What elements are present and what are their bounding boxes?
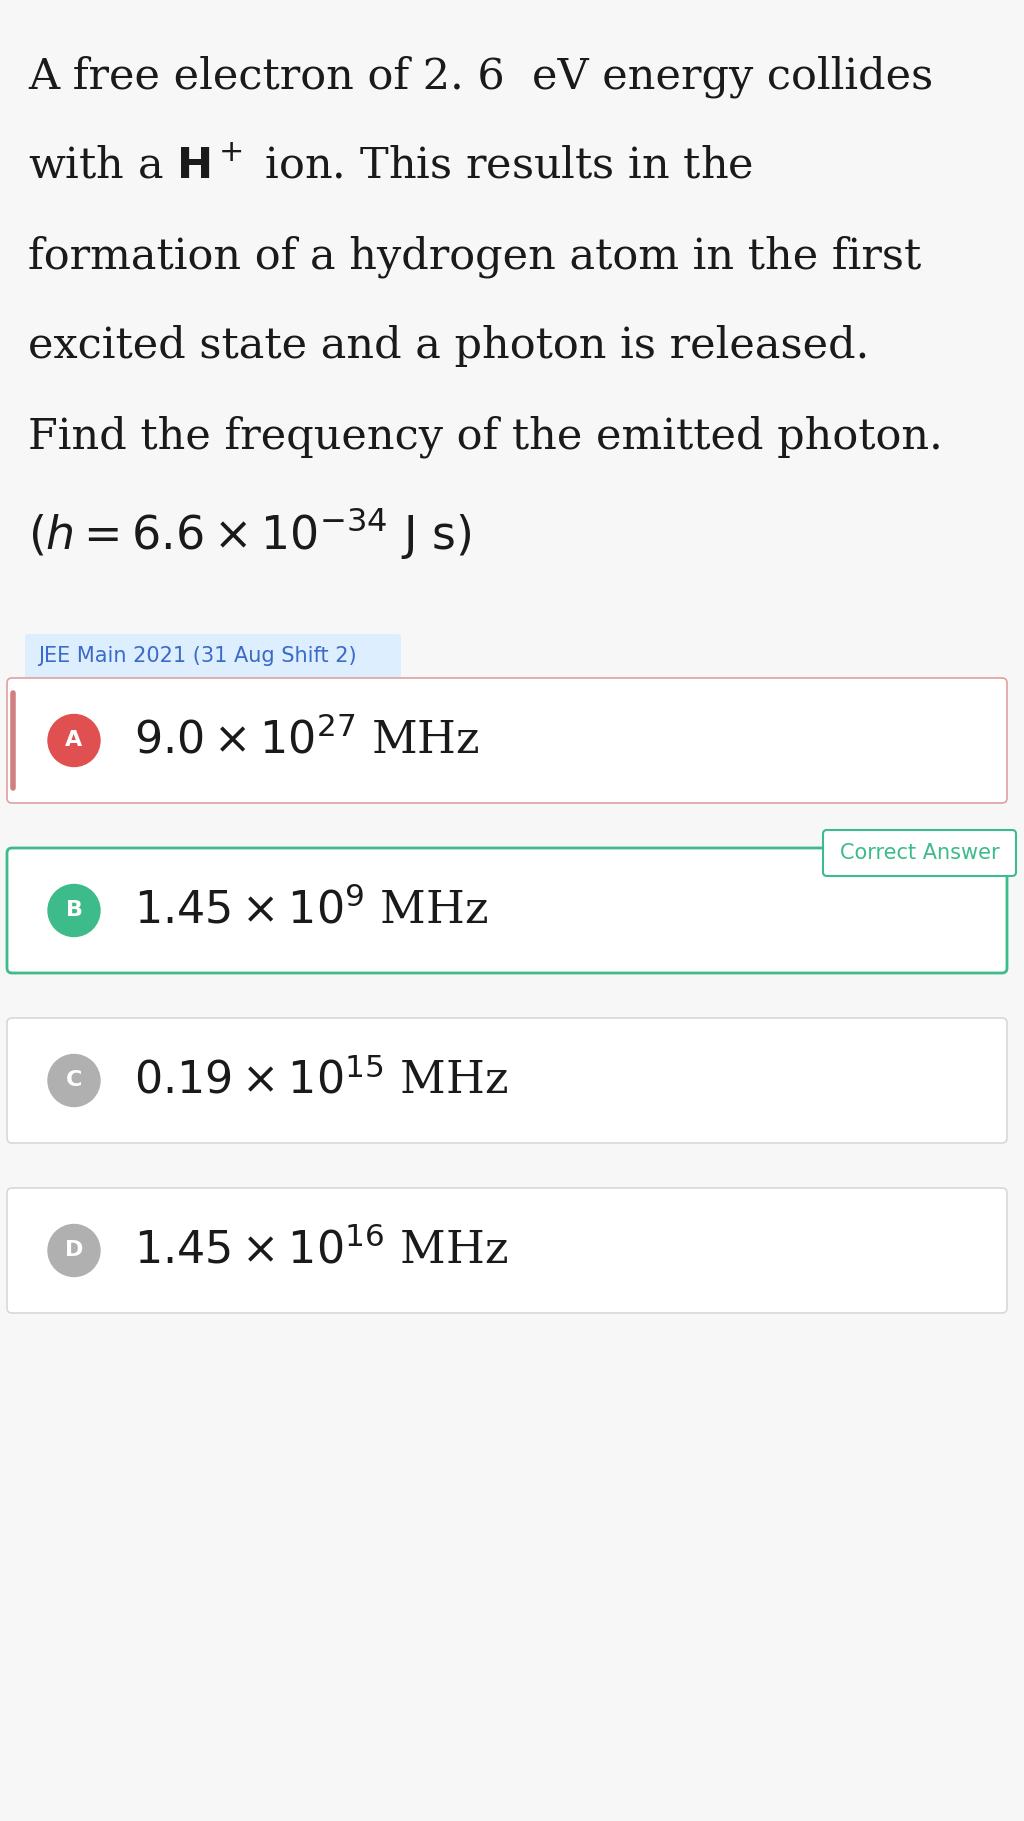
Text: $(h = 6. 6 \times 10^{-34}\ \mathrm{J\ s})$: $(h = 6. 6 \times 10^{-34}\ \mathrm{J\ s… (28, 504, 472, 561)
FancyBboxPatch shape (25, 634, 401, 677)
Text: Find the frequency of the emitted photon.: Find the frequency of the emitted photon… (28, 415, 943, 457)
Text: with a $\mathbf{H}^+$ ion. This results in the: with a $\mathbf{H}^+$ ion. This results … (28, 146, 753, 188)
Circle shape (48, 714, 100, 767)
FancyBboxPatch shape (823, 830, 1016, 876)
Text: excited state and a photon is released.: excited state and a photon is released. (28, 324, 869, 368)
Text: formation of a hydrogen atom in the first: formation of a hydrogen atom in the firs… (28, 235, 922, 277)
Text: C: C (66, 1071, 82, 1091)
Text: Correct Answer: Correct Answer (840, 843, 999, 863)
Text: A free electron of 2. 6  eV energy collides: A free electron of 2. 6 eV energy collid… (28, 55, 933, 98)
Text: $9. 0 \times 10^{27}$ MHz: $9. 0 \times 10^{27}$ MHz (134, 717, 479, 763)
Circle shape (48, 1224, 100, 1277)
Circle shape (48, 1054, 100, 1107)
FancyBboxPatch shape (7, 1187, 1007, 1313)
Text: $0. 19 \times 10^{15}$ MHz: $0. 19 \times 10^{15}$ MHz (134, 1058, 508, 1102)
FancyBboxPatch shape (7, 1018, 1007, 1144)
Circle shape (48, 885, 100, 936)
Text: $1. 45 \times 10^{16}$ MHz: $1. 45 \times 10^{16}$ MHz (134, 1227, 508, 1273)
Text: D: D (65, 1240, 83, 1260)
Text: $1. 45 \times 10^{9}$ MHz: $1. 45 \times 10^{9}$ MHz (134, 889, 488, 932)
Text: JEE Main 2021 (31 Aug Shift 2): JEE Main 2021 (31 Aug Shift 2) (38, 646, 356, 666)
Text: A: A (66, 730, 83, 750)
FancyBboxPatch shape (7, 849, 1007, 972)
FancyBboxPatch shape (7, 677, 1007, 803)
Text: B: B (66, 901, 83, 920)
